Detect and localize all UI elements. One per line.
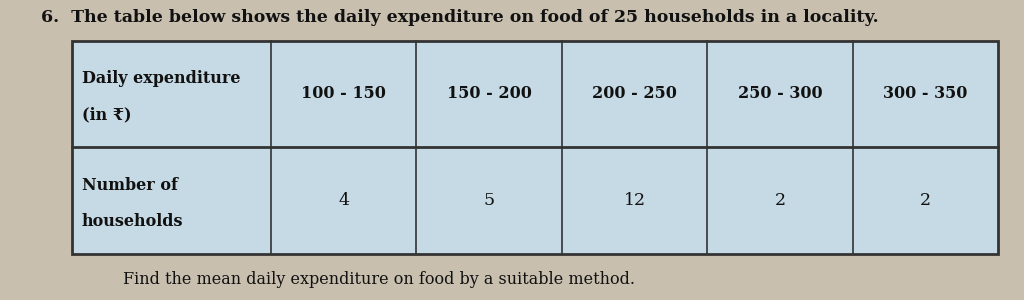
Text: (in ₹): (in ₹) bbox=[82, 106, 131, 123]
Text: Number of: Number of bbox=[82, 177, 178, 194]
Text: 300 - 350: 300 - 350 bbox=[884, 85, 968, 102]
Text: households: households bbox=[82, 213, 183, 230]
Text: 100 - 150: 100 - 150 bbox=[301, 85, 386, 102]
Text: Daily expenditure: Daily expenditure bbox=[82, 70, 241, 87]
Text: 6.  The table below shows the daily expenditure on food of 25 households in a lo: 6. The table below shows the daily expen… bbox=[41, 9, 879, 26]
Text: 2: 2 bbox=[774, 192, 785, 209]
Text: 250 - 300: 250 - 300 bbox=[738, 85, 822, 102]
Text: 200 - 250: 200 - 250 bbox=[592, 85, 677, 102]
Text: 5: 5 bbox=[483, 192, 495, 209]
Text: 150 - 200: 150 - 200 bbox=[446, 85, 531, 102]
Text: 12: 12 bbox=[624, 192, 646, 209]
Text: 2: 2 bbox=[921, 192, 931, 209]
Text: 4: 4 bbox=[338, 192, 349, 209]
Text: Find the mean daily expenditure on food by a suitable method.: Find the mean daily expenditure on food … bbox=[123, 271, 635, 288]
